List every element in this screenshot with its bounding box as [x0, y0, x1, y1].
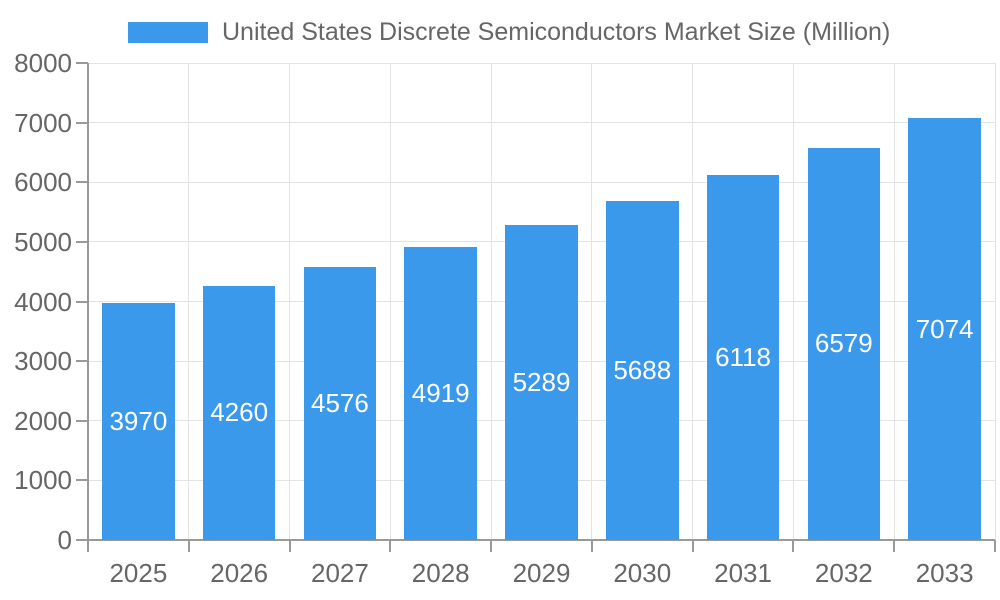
bar-value-label: 4260	[210, 397, 269, 428]
bar[interactable]: 4260	[202, 285, 276, 540]
x-tick-label: 2029	[512, 558, 571, 588]
y-tick-label: 6000	[14, 167, 72, 198]
gridline-horizontal	[88, 122, 995, 124]
y-axis-tick	[76, 360, 88, 363]
bar-value-label: 6579	[814, 328, 873, 359]
y-tick-label: 8000	[14, 48, 72, 78]
gridline-vertical	[994, 63, 996, 540]
legend-label: United States Discrete Semiconductors Ma…	[222, 18, 891, 46]
gridline-vertical	[490, 63, 492, 540]
legend-item[interactable]: United States Discrete Semiconductors Ma…	[128, 18, 891, 46]
bar-value-label: 7074	[915, 313, 974, 344]
x-tick-label: 2033	[915, 558, 974, 588]
y-axis-tick	[76, 479, 88, 482]
gridline-vertical	[389, 63, 391, 540]
y-tick-label: 4000	[14, 286, 72, 317]
x-axis-tick	[893, 540, 896, 552]
y-tick-label: 7000	[14, 107, 72, 138]
y-tick-label: 0	[57, 525, 72, 555]
bar[interactable]: 4576	[303, 267, 377, 540]
x-axis-tick	[288, 540, 291, 552]
y-axis-tick	[76, 62, 88, 64]
x-axis-tick	[187, 540, 190, 552]
x-tick-label: 2026	[210, 558, 269, 588]
y-axis-tick	[76, 121, 88, 124]
x-tick-label: 2030	[613, 558, 672, 588]
legend-swatch	[128, 21, 208, 43]
x-axis-line	[76, 539, 995, 541]
bar[interactable]: 5688	[605, 200, 679, 540]
y-tick-label: 2000	[14, 405, 72, 436]
gridline-vertical	[792, 63, 794, 540]
y-tick-label: 1000	[14, 465, 72, 496]
x-axis-tick	[994, 540, 996, 552]
bar-value-label: 4576	[311, 388, 369, 419]
bar[interactable]: 6118	[706, 175, 780, 540]
plot-area: 0 1000 2000 3000 4000 5000 6000 7000 8000 3970 202…	[14, 48, 996, 588]
y-axis-tick	[76, 419, 88, 422]
x-axis-tick	[389, 540, 392, 552]
gridline-vertical	[692, 63, 694, 540]
y-tick-label: 3000	[14, 346, 72, 377]
x-tick-label: 2027	[311, 558, 369, 588]
y-axis-tick	[76, 240, 88, 243]
bar-value-label: 4919	[411, 377, 470, 408]
x-tick-label: 2028	[411, 558, 470, 588]
gridline-vertical	[289, 63, 291, 540]
x-axis-tick	[590, 540, 593, 552]
gridline-vertical	[188, 63, 190, 540]
x-axis-tick	[691, 540, 694, 552]
y-axis-tick	[76, 300, 88, 303]
bar-value-label: 6118	[715, 342, 771, 373]
y-axis-tick	[76, 181, 88, 184]
bar[interactable]: 7074	[908, 118, 981, 540]
y-axis-line	[87, 63, 89, 552]
bar[interactable]: 5289	[505, 224, 578, 540]
bar-value-label: 5688	[613, 354, 672, 385]
x-axis-tick	[792, 540, 795, 552]
gridline-vertical	[591, 63, 593, 540]
bar[interactable]: 6579	[807, 147, 881, 540]
x-tick-label: 2032	[814, 558, 873, 588]
bar[interactable]: 3970	[102, 303, 175, 540]
gridline-horizontal	[88, 181, 995, 183]
x-tick-label: 2031	[714, 558, 772, 588]
bar-value-label: 5289	[512, 366, 571, 397]
gridline-vertical	[893, 63, 895, 540]
gridline-horizontal	[88, 62, 995, 64]
x-tick-label: 2025	[109, 558, 168, 588]
x-axis-tick	[490, 540, 493, 552]
bar[interactable]: 4919	[404, 246, 477, 540]
bar-value-label: 3970	[109, 406, 168, 437]
y-tick-label: 5000	[14, 226, 72, 257]
